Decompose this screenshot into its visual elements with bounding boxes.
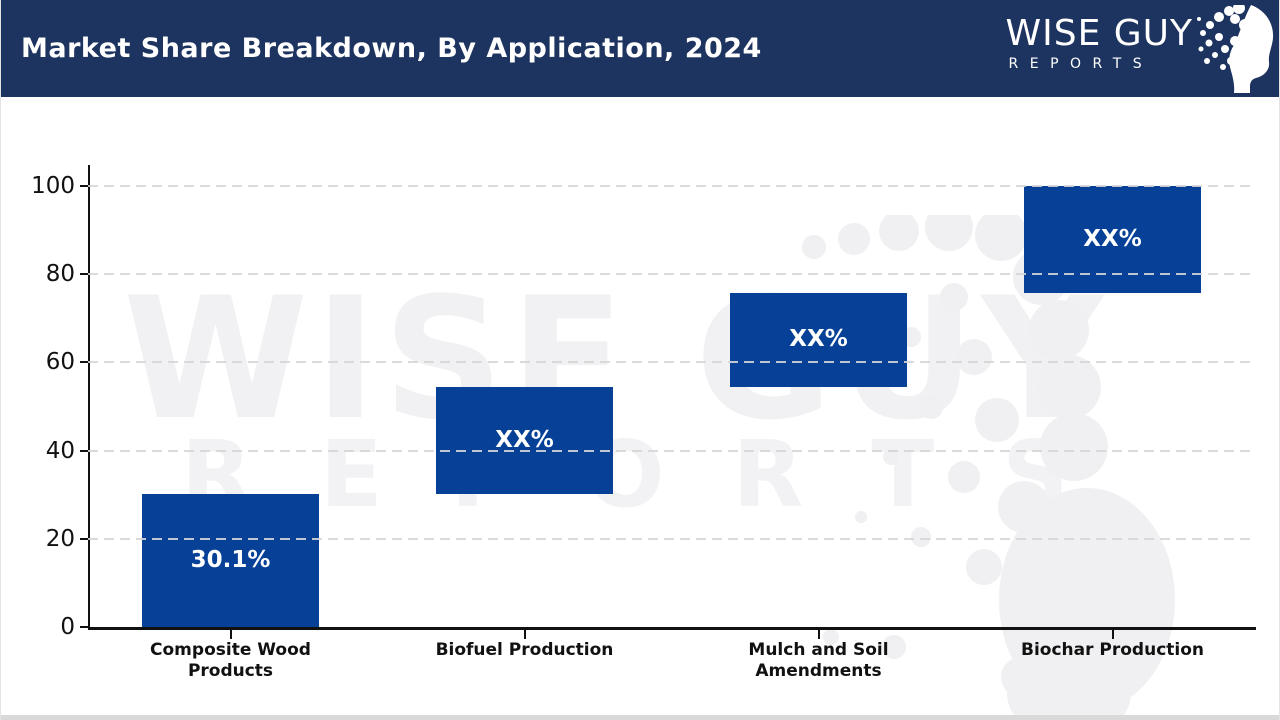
x-tick-label-line: Mulch and Soil [748, 640, 889, 660]
bar-biofuel-production [436, 387, 613, 495]
x-tickmark-mulch-and-soil-amendments [817, 630, 820, 639]
y-tick-label-20: 20 [45, 525, 75, 552]
logo-wordmark: WISE GUY [1005, 13, 1193, 54]
x-tick-label-biochar-production: Biochar Production [963, 640, 1263, 661]
wiseguy-logo: WISE GUY REPORTS [1005, 13, 1194, 73]
gridline-60 [88, 361, 1256, 364]
watermark-face-icon [802, 215, 1175, 720]
y-tick-label-60: 60 [45, 349, 75, 376]
gridline-40 [88, 449, 1256, 452]
x-tick-label-line: Biochar Production [1020, 640, 1205, 660]
x-tick-label-biofuel-production: Biofuel Production [375, 640, 675, 661]
x-tickmark-biochar-production [1111, 630, 1114, 639]
y-tickmark-0 [80, 626, 88, 628]
x-tick-label-line: Products [187, 661, 274, 681]
x-tick-label-line: Amendments [755, 661, 882, 681]
bar-value-label-composite-wood-products: 30.1% [190, 546, 271, 573]
y-tickmark-80 [80, 273, 88, 276]
x-tick-label-line: Composite Wood [150, 640, 311, 660]
logo-subtext: REPORTS [1008, 56, 1154, 72]
bar-value-label-biochar-production: XX% [1083, 225, 1142, 252]
gridline-100 [88, 185, 1256, 187]
header-bar: Market Share Breakdown, By Application, … [1, 0, 1279, 97]
y-tick-label-80: 80 [45, 261, 75, 288]
y-tickmark-40 [80, 449, 88, 452]
x-tick-label-line: Biofuel Production [435, 640, 614, 660]
x-tick-label-mulch-and-soil-amendments: Mulch and Soil Amendments [669, 640, 969, 682]
y-tick-label-40: 40 [45, 437, 75, 464]
chart-area: WISE GUY R E P O R T S [1, 97, 1279, 720]
bar-biochar-production [1024, 186, 1201, 294]
logo-face-icon [1197, 5, 1274, 93]
gridline-20 [88, 537, 1256, 540]
x-axis [88, 627, 1256, 630]
bar-mulch-and-soil-amendments [730, 293, 907, 388]
y-tickmark-100 [80, 185, 88, 187]
x-tick-label-composite-wood-products: Composite Wood Products [81, 640, 381, 682]
bar-value-label-biofuel-production: XX% [495, 426, 554, 453]
watermark-reports: R E P O R T S [181, 421, 1087, 528]
page-title: Market Share Breakdown, By Application, … [21, 33, 762, 64]
footer-strip [1, 715, 1279, 720]
x-tickmark-composite-wood-products [229, 630, 232, 639]
y-tick-label-0: 0 [60, 614, 75, 640]
y-axis [88, 165, 90, 630]
y-tick-label-100: 100 [31, 173, 75, 199]
bar-value-label-mulch-and-soil-amendments: XX% [789, 326, 848, 353]
x-tickmark-biofuel-production [523, 630, 526, 639]
y-tickmark-60 [80, 361, 88, 364]
gridline-80 [88, 273, 1256, 276]
bar-composite-wood-products [142, 494, 319, 627]
y-tickmark-20 [80, 537, 88, 540]
